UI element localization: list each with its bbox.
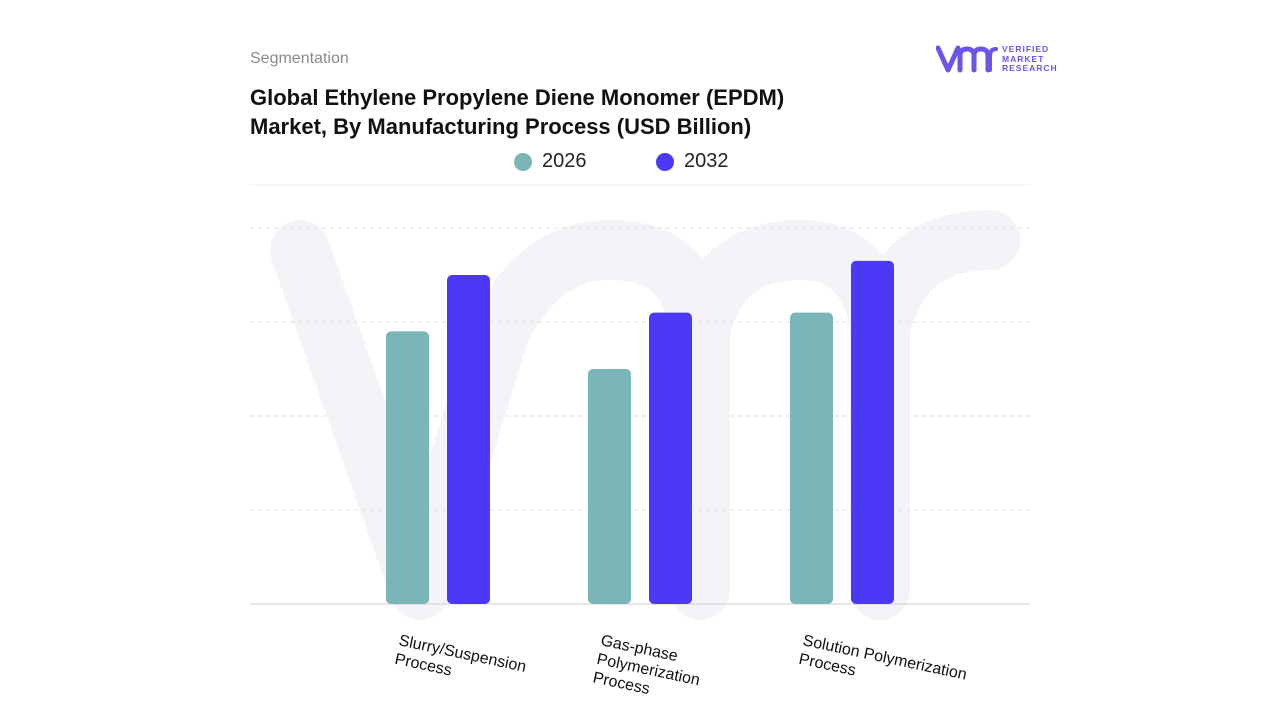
- legend-swatch-2026: [514, 152, 532, 171]
- category-label-3: Solution PolymerizationProcess: [797, 632, 968, 702]
- segmentation-label: Segmentation: [250, 50, 349, 67]
- bar-2026-2: [588, 369, 631, 604]
- logo-wordmark: VERIFIED MARKET RESEARCH: [1002, 44, 1058, 74]
- category-label-2: Gas-phasePolymerizationProcess: [591, 632, 705, 708]
- bar-2032-3: [851, 260, 894, 604]
- brand-logo: VERIFIED MARKET RESEARCH: [935, 44, 1066, 76]
- chart-title: Global Ethylene Propylene Diene Monomer …: [250, 83, 890, 141]
- bar-2026-3: [790, 312, 833, 604]
- bar-2032-2: [649, 312, 692, 604]
- bar-2032-1: [447, 275, 490, 604]
- logo-line-3: RESEARCH: [1002, 63, 1058, 73]
- bar-2026-1: [386, 331, 429, 604]
- logo-line-2: MARKET: [1002, 53, 1045, 64]
- chart-legend: 2026 2032: [0, 150, 1280, 176]
- category-label-1: Slurry/SuspensionProcess: [393, 632, 527, 694]
- legend-label-2032: 2032: [684, 150, 729, 172]
- legend-item-2026: 2026: [514, 150, 587, 173]
- vmr-logo-icon: [935, 45, 998, 73]
- legend-item-2032: 2032: [656, 150, 729, 173]
- chart-title-line-1: Global Ethylene Propylene Diene Monomer …: [250, 85, 785, 110]
- legend-label-2026: 2026: [542, 150, 587, 172]
- chart-title-line-2: Market, By Manufacturing Process (USD Bi…: [250, 114, 752, 139]
- legend-swatch-2032: [656, 152, 674, 171]
- logo-line-1: VERIFIED: [1002, 44, 1050, 54]
